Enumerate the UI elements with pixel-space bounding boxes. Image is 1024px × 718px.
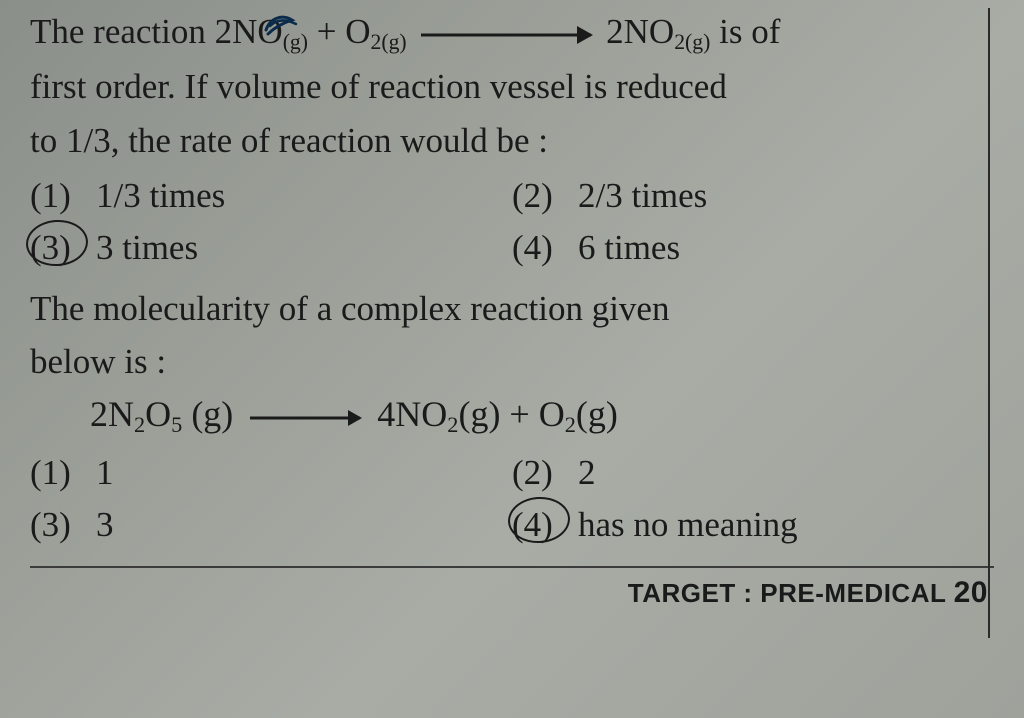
q1-r1-sub: (g) [283, 30, 308, 54]
eq-lhs-sub1: 2 [134, 413, 145, 438]
eq-rhs1-coef: 4NO [368, 394, 447, 434]
q2-opt4-num: (4) [512, 499, 568, 552]
q1-options: (1) 1/3 times (2) 2/3 times (3) 3 times … [30, 170, 994, 275]
q1-opt2-text: 2/3 times [578, 170, 707, 223]
q1-post: is of [710, 12, 780, 51]
q1-line3: to 1/3, the rate of reaction would be : [30, 117, 994, 164]
q1-opt1-num: (1) [30, 170, 86, 223]
q1-opt1-text: 1/3 times [96, 170, 225, 223]
eq-rhs2-sub: 2 [565, 413, 576, 438]
eq-lhs-sub2: 5 [171, 413, 182, 438]
q2-opt2-num: (2) [512, 447, 568, 500]
q1-opt-3: (3) 3 times [30, 222, 512, 275]
page: The reaction 2NO(g) + O2(g) 2NO2(g) is o… [30, 8, 994, 718]
q2-opt3-num: (3) [30, 499, 86, 552]
q2-equation: 2N2O5 (g) 4NO2(g) + O2(g) [90, 393, 994, 438]
q2-opt-1: (1) 1 [30, 447, 512, 500]
q1-opt4-text: 6 times [578, 222, 680, 275]
q1-opt-4: (4) 6 times [512, 222, 994, 275]
q1-plus: + O [308, 12, 371, 51]
q1-opt3-text: 3 times [96, 222, 198, 275]
q2-opt-2: (2) 2 [512, 447, 994, 500]
q2-opt4-text: has no meaning [578, 499, 798, 552]
eq-rhs2-phase: (g) [576, 394, 618, 434]
q1-opt-1: (1) 1/3 times [30, 170, 512, 223]
footer-label: TARGET : PRE-MEDICAL [628, 578, 946, 608]
page-right-border [988, 8, 990, 638]
eq-rhs1-sub: 2 [447, 413, 458, 438]
q1-prod-coef: 2NO [597, 12, 674, 51]
q2-line2: below is : [30, 338, 994, 385]
q2-line1: The molecularity of a complex reaction g… [30, 285, 994, 332]
q1-r1-coef: 2 [215, 12, 233, 51]
q2-opt-4: (4) has no meaning [512, 499, 994, 552]
footer: TARGET : PRE-MEDICAL 20 [30, 576, 994, 610]
footer-page: 20 [954, 576, 988, 609]
q1-r1-sym: NO [232, 12, 283, 51]
q1-o2-sub: 2(g) [371, 30, 407, 54]
eq-rhs1-phase: (g) + O [458, 394, 564, 434]
q2-opt3-text: 3 [96, 499, 114, 552]
q1-opt-2: (2) 2/3 times [512, 170, 994, 223]
q1-opt3-num: (3) [30, 222, 86, 275]
q2-opt1-num: (1) [30, 447, 86, 500]
eq-lhs-phase: (g) [182, 394, 233, 434]
q1-line1: The reaction 2NO(g) + O2(g) 2NO2(g) is o… [30, 8, 994, 57]
q1-pre: The reaction [30, 12, 215, 51]
q1-opt4-num: (4) [512, 222, 568, 275]
q2-opt1-text: 1 [96, 447, 114, 500]
q1-line2: first order. If volume of reaction vesse… [30, 63, 994, 110]
q2-opt2-text: 2 [578, 447, 596, 500]
q2-opt-3: (3) 3 [30, 499, 512, 552]
eq-lhs-o: O [145, 394, 171, 434]
section-divider [30, 566, 994, 568]
q2-options: (1) 1 (2) 2 (3) 3 (4) has no meaning [30, 447, 994, 552]
eq-lhs-coef: 2N [90, 394, 134, 434]
q1-opt2-num: (2) [512, 170, 568, 223]
q1-prod-sub: 2(g) [674, 30, 710, 54]
